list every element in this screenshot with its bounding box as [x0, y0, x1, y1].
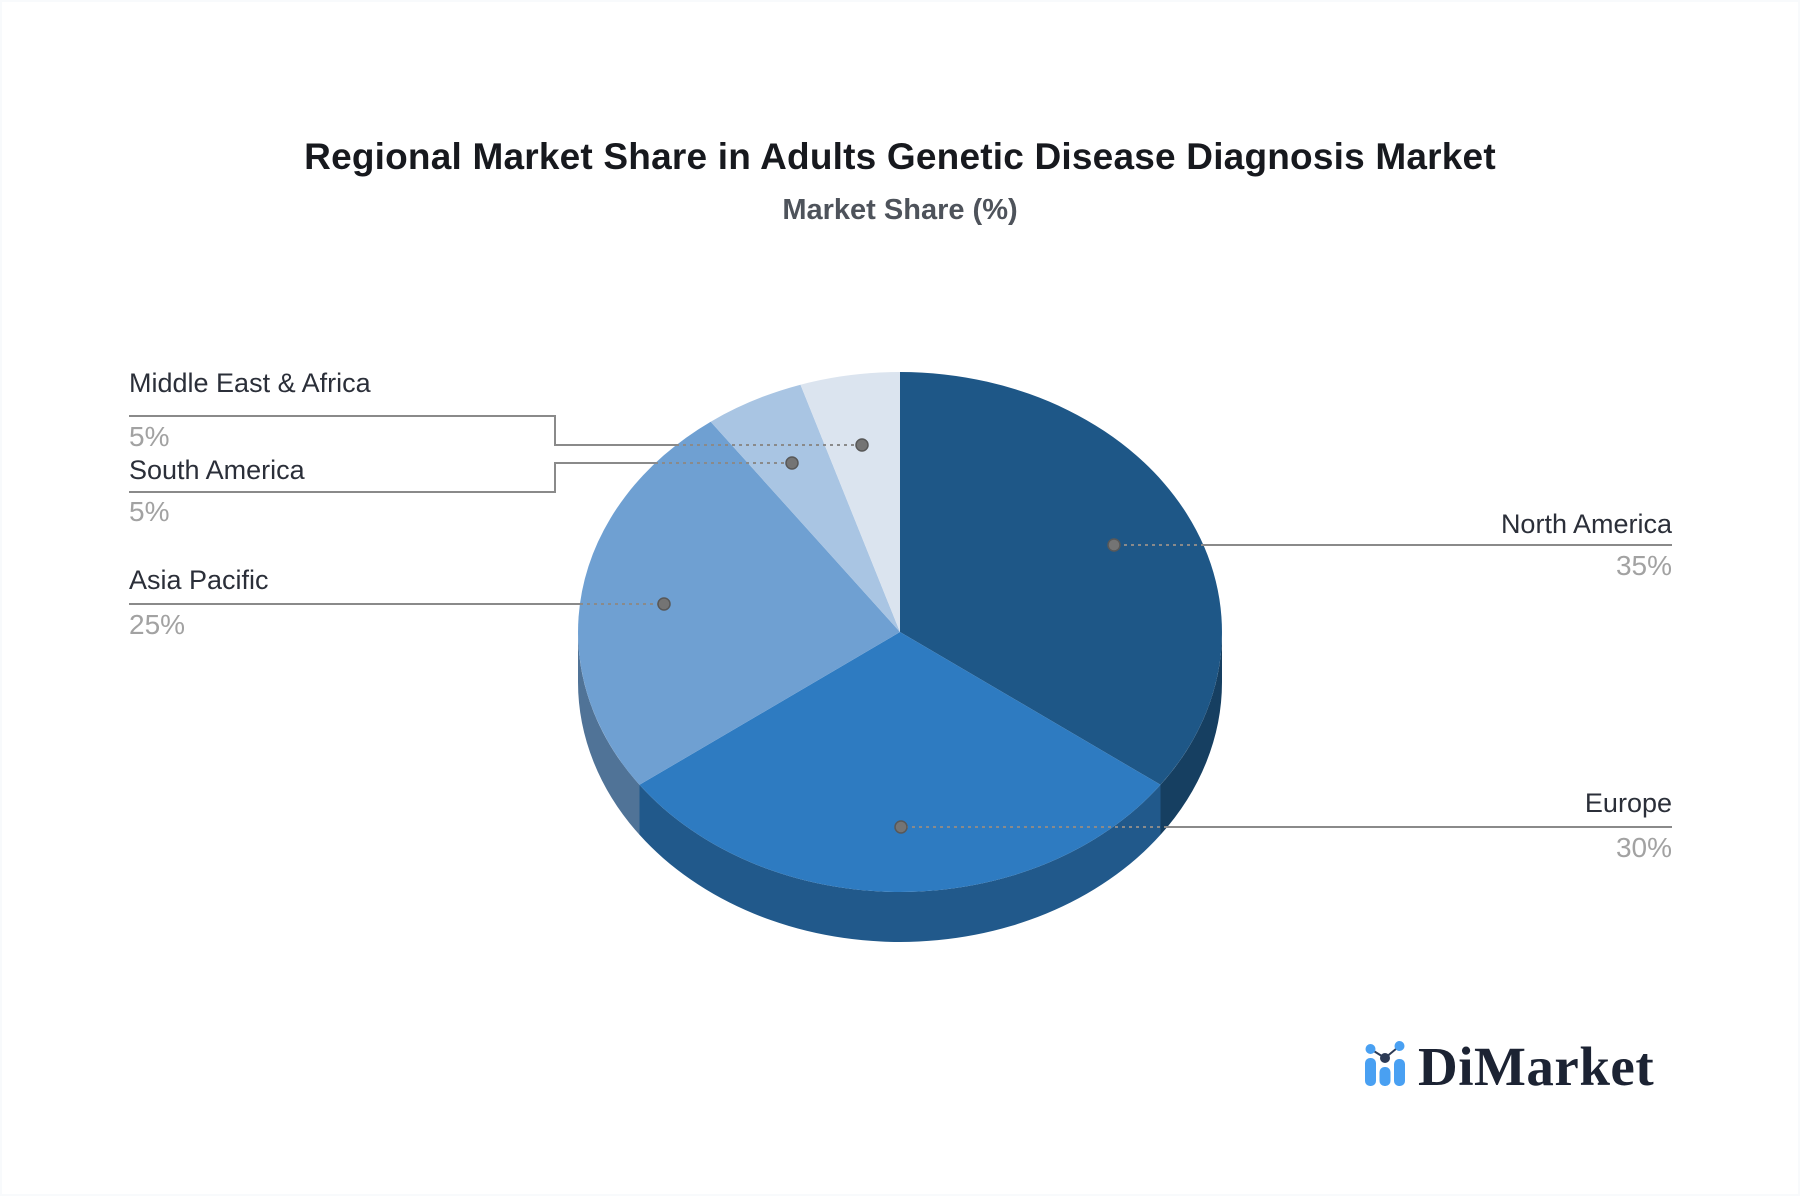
value-asia-pacific: 25%	[129, 609, 186, 640]
pie-slice-2	[578, 421, 900, 785]
pie-slice-side-0	[1160, 632, 1222, 835]
label-asia-pacific: Asia Pacific	[129, 565, 269, 595]
pie-slice-3	[710, 384, 900, 632]
bar-line-chart-icon	[1365, 1041, 1405, 1086]
leader-lines	[129, 415, 1672, 828]
pie-slice-4	[800, 371, 900, 632]
chart-title: Regional Market Share in Adults Genetic …	[304, 136, 1496, 177]
anchor-dot-middle-east-africa	[855, 438, 869, 452]
pie-slice-1	[639, 632, 1161, 892]
value-north-america: 35%	[1615, 550, 1672, 581]
label-europe: Europe	[1584, 788, 1672, 818]
anchor-dots	[657, 438, 1121, 834]
anchor-dot-asia-pacific	[657, 597, 671, 611]
leader-line-middle-east-africa	[129, 415, 676, 446]
anchor-dot-europe	[894, 820, 908, 834]
value-middle-east-africa: 5%	[129, 421, 170, 452]
anchor-dot-south-america	[785, 456, 799, 470]
label-middle-east-africa: Middle East & Africa	[129, 368, 371, 398]
pie-slice-side-2	[578, 632, 640, 835]
chart-subtitle: Market Share (%)	[782, 194, 1018, 226]
pie-slice-0	[900, 372, 1222, 785]
pie-3d-sides	[578, 632, 1222, 942]
value-europe: 30%	[1615, 832, 1672, 863]
label-south-america: South America	[129, 455, 305, 485]
brand-logo-text: DiMarket	[1418, 1036, 1655, 1097]
value-south-america: 5%	[129, 496, 170, 527]
anchor-dot-north-america	[1107, 538, 1121, 552]
brand-logo: DiMarket	[1363, 1038, 1654, 1098]
leader-line-south-america	[129, 462, 655, 493]
pie-slices	[578, 371, 1222, 892]
label-north-america: North America	[1500, 509, 1672, 539]
pie-slice-side-1	[639, 784, 1161, 942]
